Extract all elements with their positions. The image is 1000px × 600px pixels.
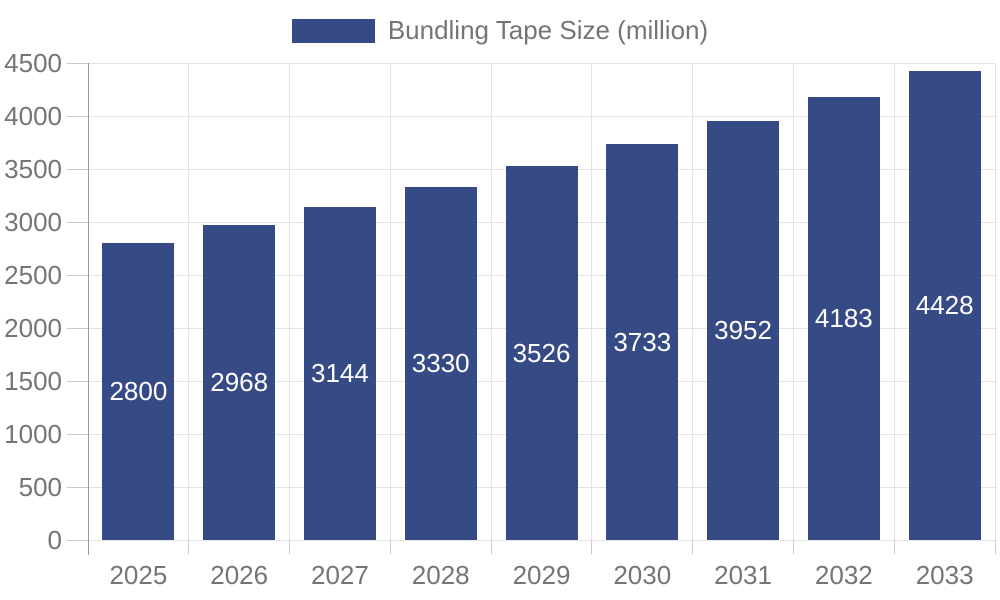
y-axis-label: 4500 [4, 47, 62, 78]
y-axis-label: 2500 [4, 259, 62, 290]
bar-value-label: 3952 [714, 315, 772, 346]
y-tick [67, 486, 88, 488]
y-gridline [88, 62, 995, 64]
x-tick [994, 540, 996, 554]
bar[interactable] [505, 166, 578, 540]
y-tick [67, 168, 88, 170]
legend[interactable]: Bundling Tape Size (million) [0, 15, 1000, 46]
x-gridline [188, 63, 190, 540]
bar-value-label: 2800 [109, 376, 168, 407]
x-axis-label: 2028 [411, 559, 470, 590]
bar[interactable] [807, 96, 880, 540]
bar[interactable] [404, 187, 477, 540]
bar-value-label: 2968 [210, 367, 269, 398]
x-tick [289, 540, 291, 554]
legend-swatch [291, 18, 375, 43]
x-tick [591, 540, 593, 554]
x-gridline [692, 63, 694, 540]
x-axis-label: 2032 [814, 559, 873, 590]
y-tick [67, 115, 88, 117]
x-gridline [289, 63, 291, 540]
x-tick [792, 540, 794, 554]
bar-value-label: 3526 [512, 337, 571, 368]
y-axis-label: 500 [18, 471, 62, 502]
y-axis-label: 4000 [4, 100, 62, 131]
y-tick [67, 274, 88, 276]
x-axis-label: 2027 [311, 559, 369, 590]
y-gridline [88, 539, 995, 541]
x-axis-label: 2033 [915, 559, 974, 590]
bar[interactable] [606, 144, 679, 540]
bar[interactable] [203, 225, 276, 540]
bar[interactable] [102, 243, 175, 540]
legend-label: Bundling Tape Size (million) [387, 15, 709, 45]
y-axis-label: 1000 [4, 418, 62, 449]
bar-value-label: 3144 [311, 357, 369, 388]
x-gridline [792, 63, 794, 540]
y-axis-line [87, 63, 89, 555]
y-tick [67, 62, 88, 64]
x-gridline [994, 63, 996, 540]
y-tick [67, 221, 88, 223]
bar[interactable] [908, 70, 981, 540]
y-tick [67, 380, 88, 382]
y-axis-label: 3000 [4, 206, 62, 237]
y-tick [67, 327, 88, 329]
x-axis-label: 2030 [613, 559, 672, 590]
bar[interactable] [707, 121, 780, 540]
y-tick [67, 433, 88, 435]
x-gridline [490, 63, 492, 540]
bar-value-label: 3733 [613, 326, 672, 357]
y-axis-label: 0 [47, 524, 62, 555]
x-gridline [591, 63, 593, 540]
y-gridline [88, 115, 995, 117]
y-axis-label: 3500 [4, 153, 62, 184]
y-axis-label: 2000 [4, 312, 62, 343]
x-gridline [389, 63, 391, 540]
bar-value-label: 4183 [814, 302, 873, 333]
x-axis-label: 2025 [109, 559, 168, 590]
bar[interactable] [303, 206, 376, 540]
x-tick [188, 540, 190, 554]
x-tick [490, 540, 492, 554]
x-axis-label: 2031 [714, 559, 772, 590]
x-gridline [893, 63, 895, 540]
bar-value-label: 3330 [411, 348, 470, 378]
x-tick [389, 540, 391, 554]
x-tick [692, 540, 694, 554]
y-axis-label: 1500 [4, 365, 62, 396]
x-tick [893, 540, 895, 554]
x-axis-label: 2029 [512, 559, 571, 590]
bar-value-label: 4428 [915, 289, 974, 320]
x-axis-label: 2026 [210, 559, 269, 590]
y-tick [67, 539, 88, 541]
